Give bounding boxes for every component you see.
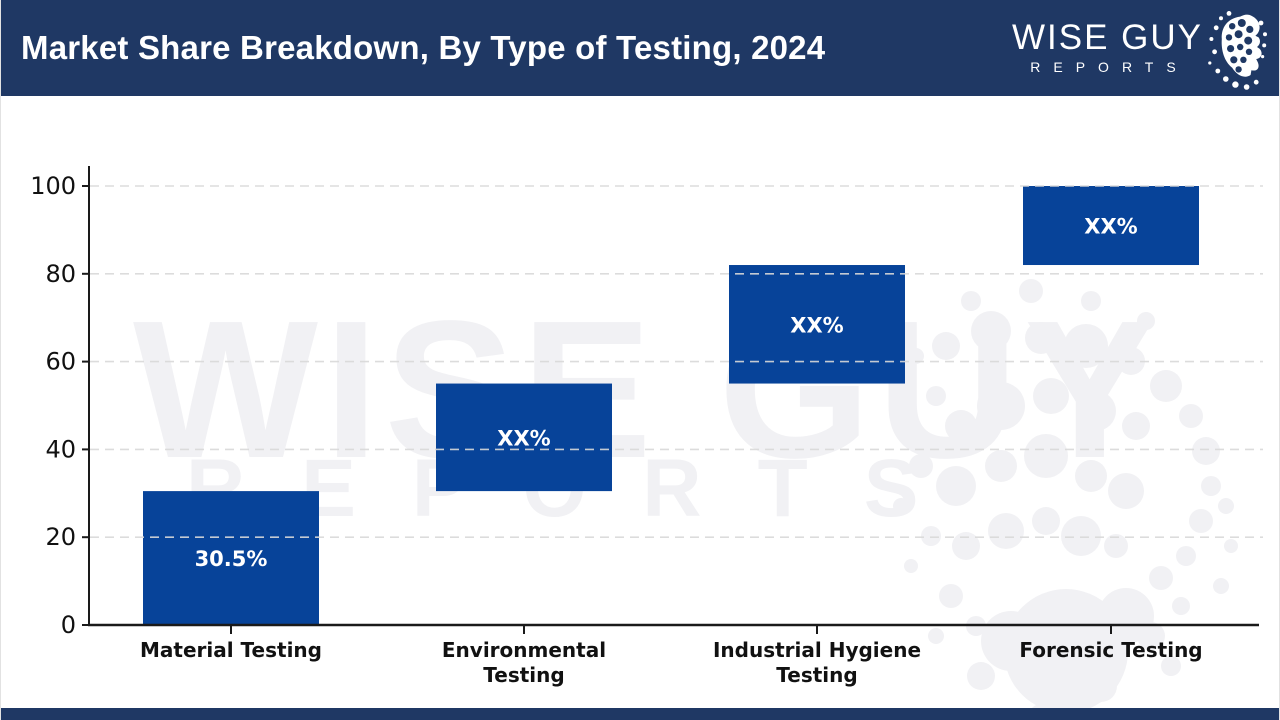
watermark-dot [936, 466, 976, 506]
brand-logo: WISE GUY REPORTS [1009, 6, 1269, 92]
watermark-dot [1064, 324, 1108, 368]
watermark-dot [1075, 460, 1107, 492]
watermark-dot [1150, 370, 1182, 402]
bar-material-testing [143, 491, 319, 625]
x-label-forensic-testing: Forensic Testing [1019, 638, 1202, 662]
watermark-dot [1179, 404, 1203, 428]
watermark-dot [1019, 279, 1043, 303]
watermark-dot [1137, 312, 1155, 330]
brand-wordmark: WISE GUY [1011, 18, 1203, 57]
watermark-dot [967, 662, 995, 690]
y-tick-label-0: 0 [61, 611, 76, 639]
footer-bar [1, 708, 1279, 720]
watermark-dot [945, 410, 977, 442]
watermark-dot [952, 532, 980, 560]
watermark-dot [908, 348, 924, 364]
watermark-dot [988, 513, 1024, 549]
watermark-dot [1108, 473, 1144, 509]
bar-industrial-hygiene-testing [729, 265, 905, 384]
watermark-dot [1189, 509, 1213, 533]
watermark-dot [985, 450, 1017, 482]
x-label-industrial-hygiene-testing: Industrial Hygiene Testing [713, 638, 921, 687]
watermark-dot [1122, 412, 1150, 440]
brand-logo-text: WISE GUY REPORTS [1012, 20, 1203, 75]
bar-value-label: XX% [1084, 215, 1137, 239]
watermark-dot [1161, 656, 1181, 676]
watermark-dot [1104, 534, 1128, 558]
watermark-dot [1201, 476, 1221, 496]
watermark-dot [1081, 291, 1101, 311]
y-tick-label-40: 40 [45, 435, 76, 463]
y-tick-label-80: 80 [45, 260, 76, 288]
y-tick-label-100: 100 [30, 172, 76, 200]
brand-reports-text: REPORTS [1030, 59, 1189, 75]
brand-head-icon [1208, 11, 1267, 90]
watermark-dot [928, 628, 944, 644]
watermark-dot [1176, 546, 1196, 566]
watermark-dot [1192, 437, 1220, 465]
watermark-dot [904, 559, 918, 573]
watermark-dot [939, 584, 963, 608]
watermark-dot [1032, 507, 1060, 535]
bar-value-label: 30.5% [195, 547, 268, 571]
y-tick-label-60: 60 [45, 348, 76, 376]
y-tick-label-20: 20 [45, 523, 76, 551]
watermark-dot [1076, 391, 1116, 431]
watermark-dot [1224, 539, 1238, 553]
x-label-material-testing: Material Testing [140, 638, 322, 662]
watermark-dot [926, 386, 946, 406]
watermark-dot [1024, 434, 1068, 478]
watermark-dot [909, 454, 933, 478]
bar-environmental-testing [436, 383, 612, 492]
watermark-dot [1004, 589, 1128, 708]
watermark-dot [1033, 378, 1069, 414]
bar-value-label: XX% [790, 313, 843, 337]
bar-value-label: XX% [497, 426, 550, 450]
page-title: Market Share Breakdown, By Type of Testi… [21, 29, 826, 66]
watermark-dot [1172, 597, 1190, 615]
watermark-dot [1025, 322, 1057, 354]
watermark-dot [961, 291, 981, 311]
bar-forensic-testing [1023, 186, 1199, 266]
watermark-dot [977, 382, 1025, 430]
watermark-dot [971, 311, 1011, 351]
watermark-dot [1218, 498, 1234, 514]
watermark-dot [932, 332, 960, 360]
watermark-dot [1149, 566, 1173, 590]
x-label-environmental-testing: Environmental Testing [442, 638, 606, 687]
watermark-dot [893, 498, 909, 514]
watermark-dot [921, 526, 941, 546]
watermark-dot [1061, 516, 1101, 556]
watermark-dot [1213, 578, 1229, 594]
header-bar: Market Share Breakdown, By Type of Testi… [1, 0, 1279, 96]
